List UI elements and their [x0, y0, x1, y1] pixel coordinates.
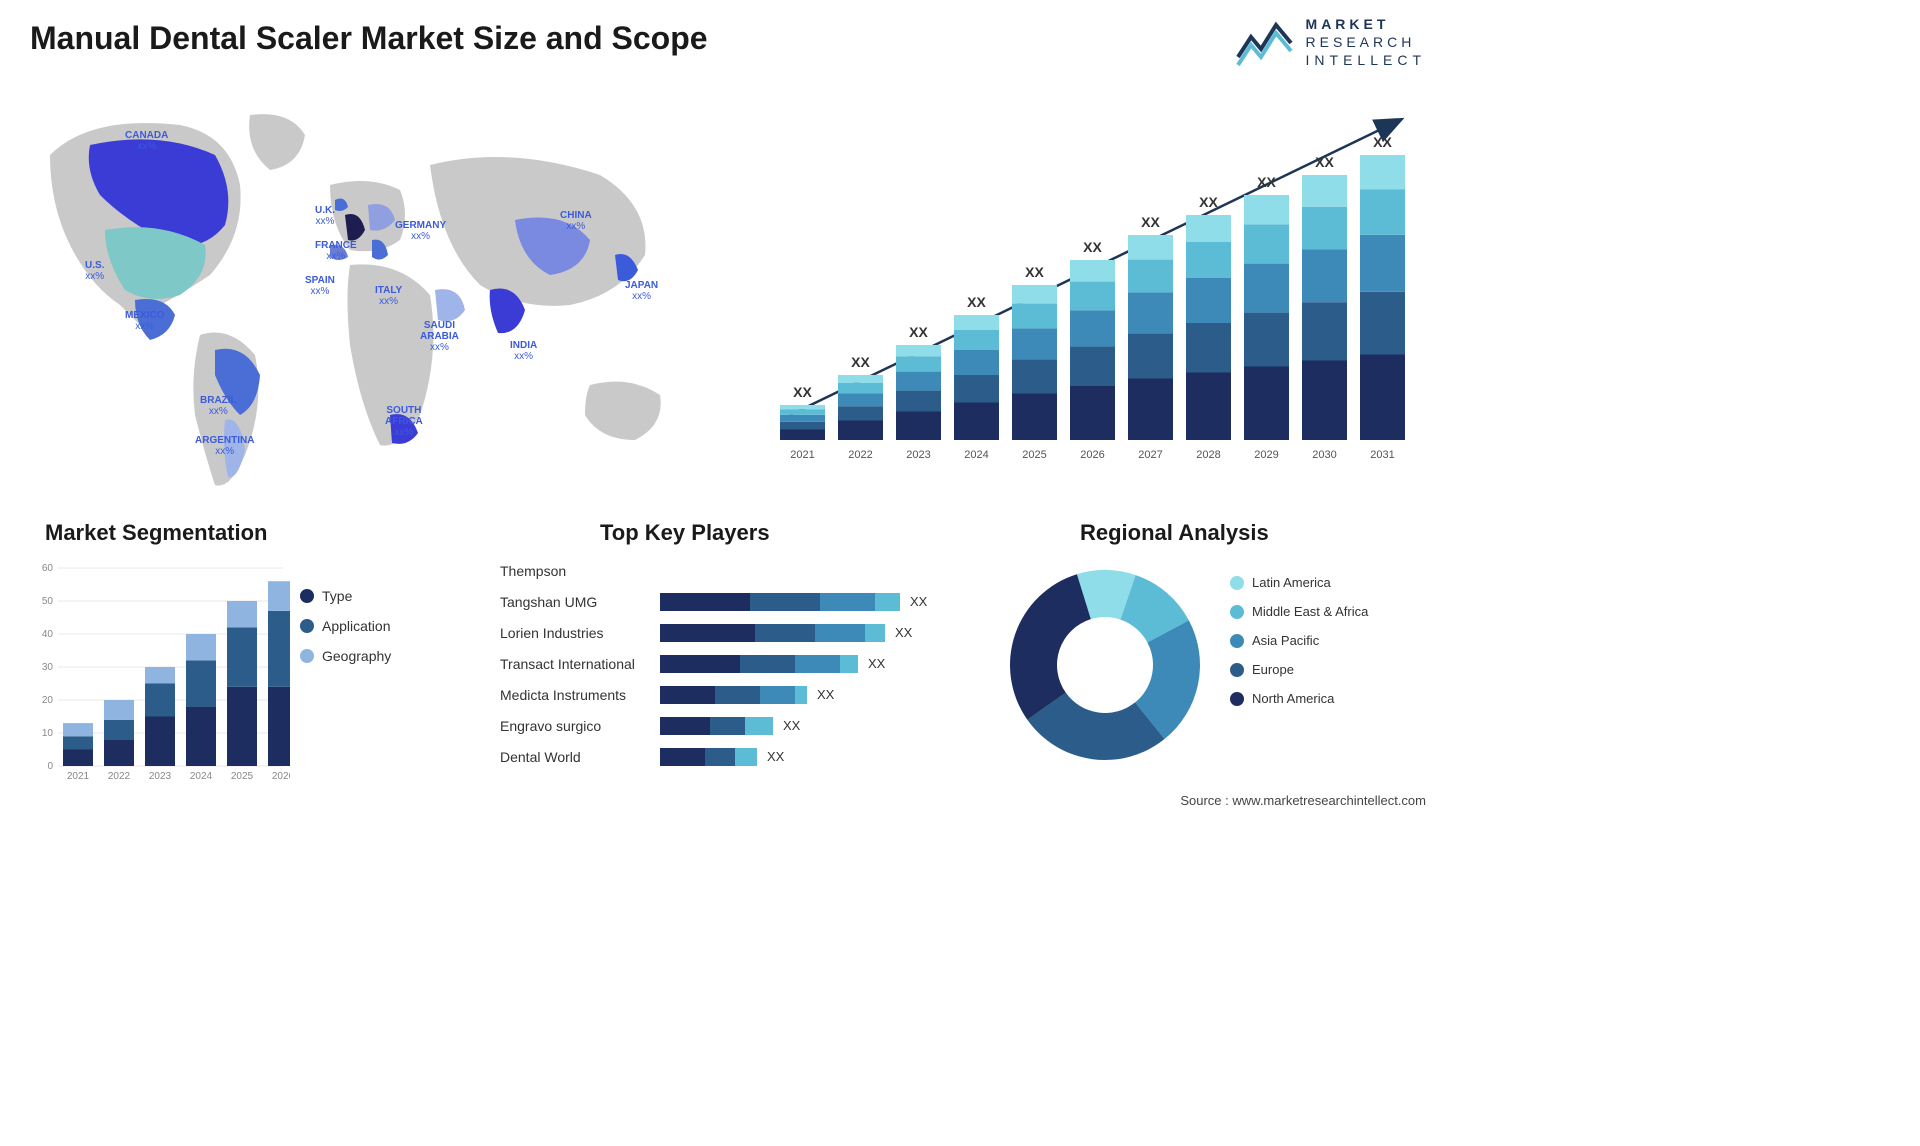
segmentation-heading: Market Segmentation: [45, 520, 268, 546]
key-player-row: Thempson: [500, 555, 960, 586]
regional-heading: Regional Analysis: [1080, 520, 1269, 546]
svg-text:0: 0: [47, 761, 53, 772]
svg-text:2022: 2022: [108, 771, 131, 782]
svg-text:XX: XX: [851, 354, 870, 370]
svg-text:2024: 2024: [964, 449, 988, 461]
svg-text:2023: 2023: [149, 771, 172, 782]
svg-text:XX: XX: [1141, 214, 1160, 230]
svg-text:XX: XX: [1025, 264, 1044, 280]
legend-item: Geography: [300, 648, 391, 664]
map-label: U.S.xx%: [85, 260, 104, 282]
svg-text:XX: XX: [909, 324, 928, 340]
legend-item: Europe: [1230, 662, 1368, 677]
svg-text:2025: 2025: [1022, 449, 1046, 461]
svg-text:60: 60: [42, 563, 54, 574]
map-label: ITALYxx%: [375, 285, 402, 307]
map-label: MEXICOxx%: [125, 310, 164, 332]
brand-logo: MARKET RESEARCH INTELLECT: [1236, 15, 1426, 70]
map-label: ARGENTINAxx%: [195, 435, 254, 457]
map-label: BRAZILxx%: [200, 395, 237, 417]
map-label: SAUDIARABIAxx%: [420, 320, 459, 353]
key-player-row: Dental WorldXX: [500, 741, 960, 772]
map-label: SPAINxx%: [305, 275, 335, 297]
svg-text:2022: 2022: [848, 449, 872, 461]
svg-text:XX: XX: [1199, 194, 1218, 210]
map-label: U.K.xx%: [315, 205, 335, 227]
svg-text:2023: 2023: [906, 449, 930, 461]
growth-chart: 2021 XX 2022 XX 2023 XX 2024 XX 2025 XX 2026 XX 2027…: [760, 110, 1420, 480]
svg-text:XX: XX: [1083, 239, 1102, 255]
svg-text:2027: 2027: [1138, 449, 1162, 461]
page-title: Manual Dental Scaler Market Size and Sco…: [30, 20, 708, 57]
map-label: INDIAxx%: [510, 340, 537, 362]
key-player-row: Medicta InstrumentsXX: [500, 679, 960, 710]
source-text: Source : www.marketresearchintellect.com: [1180, 793, 1426, 808]
svg-text:2031: 2031: [1370, 449, 1394, 461]
svg-text:XX: XX: [793, 384, 812, 400]
svg-text:2026: 2026: [1080, 449, 1104, 461]
svg-text:2025: 2025: [231, 771, 254, 782]
map-label: JAPANxx%: [625, 280, 658, 302]
svg-text:2021: 2021: [67, 771, 90, 782]
svg-text:40: 40: [42, 629, 54, 640]
svg-text:50: 50: [42, 596, 54, 607]
key-player-row: Tangshan UMGXX: [500, 586, 960, 617]
svg-text:2021: 2021: [790, 449, 814, 461]
logo-line3: INTELLECT: [1306, 51, 1426, 69]
regional-legend: Latin America Middle East & Africa Asia Pa…: [1230, 575, 1368, 720]
legend-item: Middle East & Africa: [1230, 604, 1368, 619]
logo-line1: MARKET: [1306, 15, 1426, 33]
svg-text:10: 10: [42, 728, 54, 739]
key-player-row: Lorien IndustriesXX: [500, 617, 960, 648]
logo-mark-icon: [1236, 17, 1296, 67]
svg-text:XX: XX: [1373, 134, 1392, 150]
legend-item: Application: [300, 618, 391, 634]
regional-donut: [1000, 560, 1210, 770]
key-players-list: ThempsonTangshan UMGXXLorien IndustriesX…: [500, 555, 960, 772]
svg-text:2029: 2029: [1254, 449, 1278, 461]
logo-line2: RESEARCH: [1306, 33, 1426, 51]
segmentation-chart: 0 10 20 30 40 50 60 2021 2022 2023 2024 2025 2026: [30, 558, 290, 788]
svg-text:2024: 2024: [190, 771, 213, 782]
map-svg: [30, 95, 710, 495]
world-map: CANADAxx% U.S.xx% MEXICOxx% BRAZILxx% ARGENT…: [30, 95, 710, 495]
svg-text:20: 20: [42, 695, 54, 706]
legend-item: Latin America: [1230, 575, 1368, 590]
map-label: SOUTHAFRICAxx%: [385, 405, 423, 438]
map-label: FRANCExx%: [315, 240, 357, 262]
key-player-row: Engravo surgicoXX: [500, 710, 960, 741]
key-player-row: Transact InternationalXX: [500, 648, 960, 679]
svg-text:XX: XX: [1257, 174, 1276, 190]
svg-text:2028: 2028: [1196, 449, 1220, 461]
segmentation-legend: Type Application Geography: [300, 588, 391, 678]
map-label: GERMANYxx%: [395, 220, 446, 242]
logo-text: MARKET RESEARCH INTELLECT: [1306, 15, 1426, 70]
legend-item: Asia Pacific: [1230, 633, 1368, 648]
legend-item: North America: [1230, 691, 1368, 706]
svg-text:30: 30: [42, 662, 54, 673]
svg-text:XX: XX: [1315, 154, 1334, 170]
svg-text:XX: XX: [967, 294, 986, 310]
svg-text:2026: 2026: [272, 771, 290, 782]
legend-item: Type: [300, 588, 391, 604]
svg-text:2030: 2030: [1312, 449, 1336, 461]
map-label: CANADAxx%: [125, 130, 168, 152]
key-players-heading: Top Key Players: [600, 520, 770, 546]
map-label: CHINAxx%: [560, 210, 592, 232]
